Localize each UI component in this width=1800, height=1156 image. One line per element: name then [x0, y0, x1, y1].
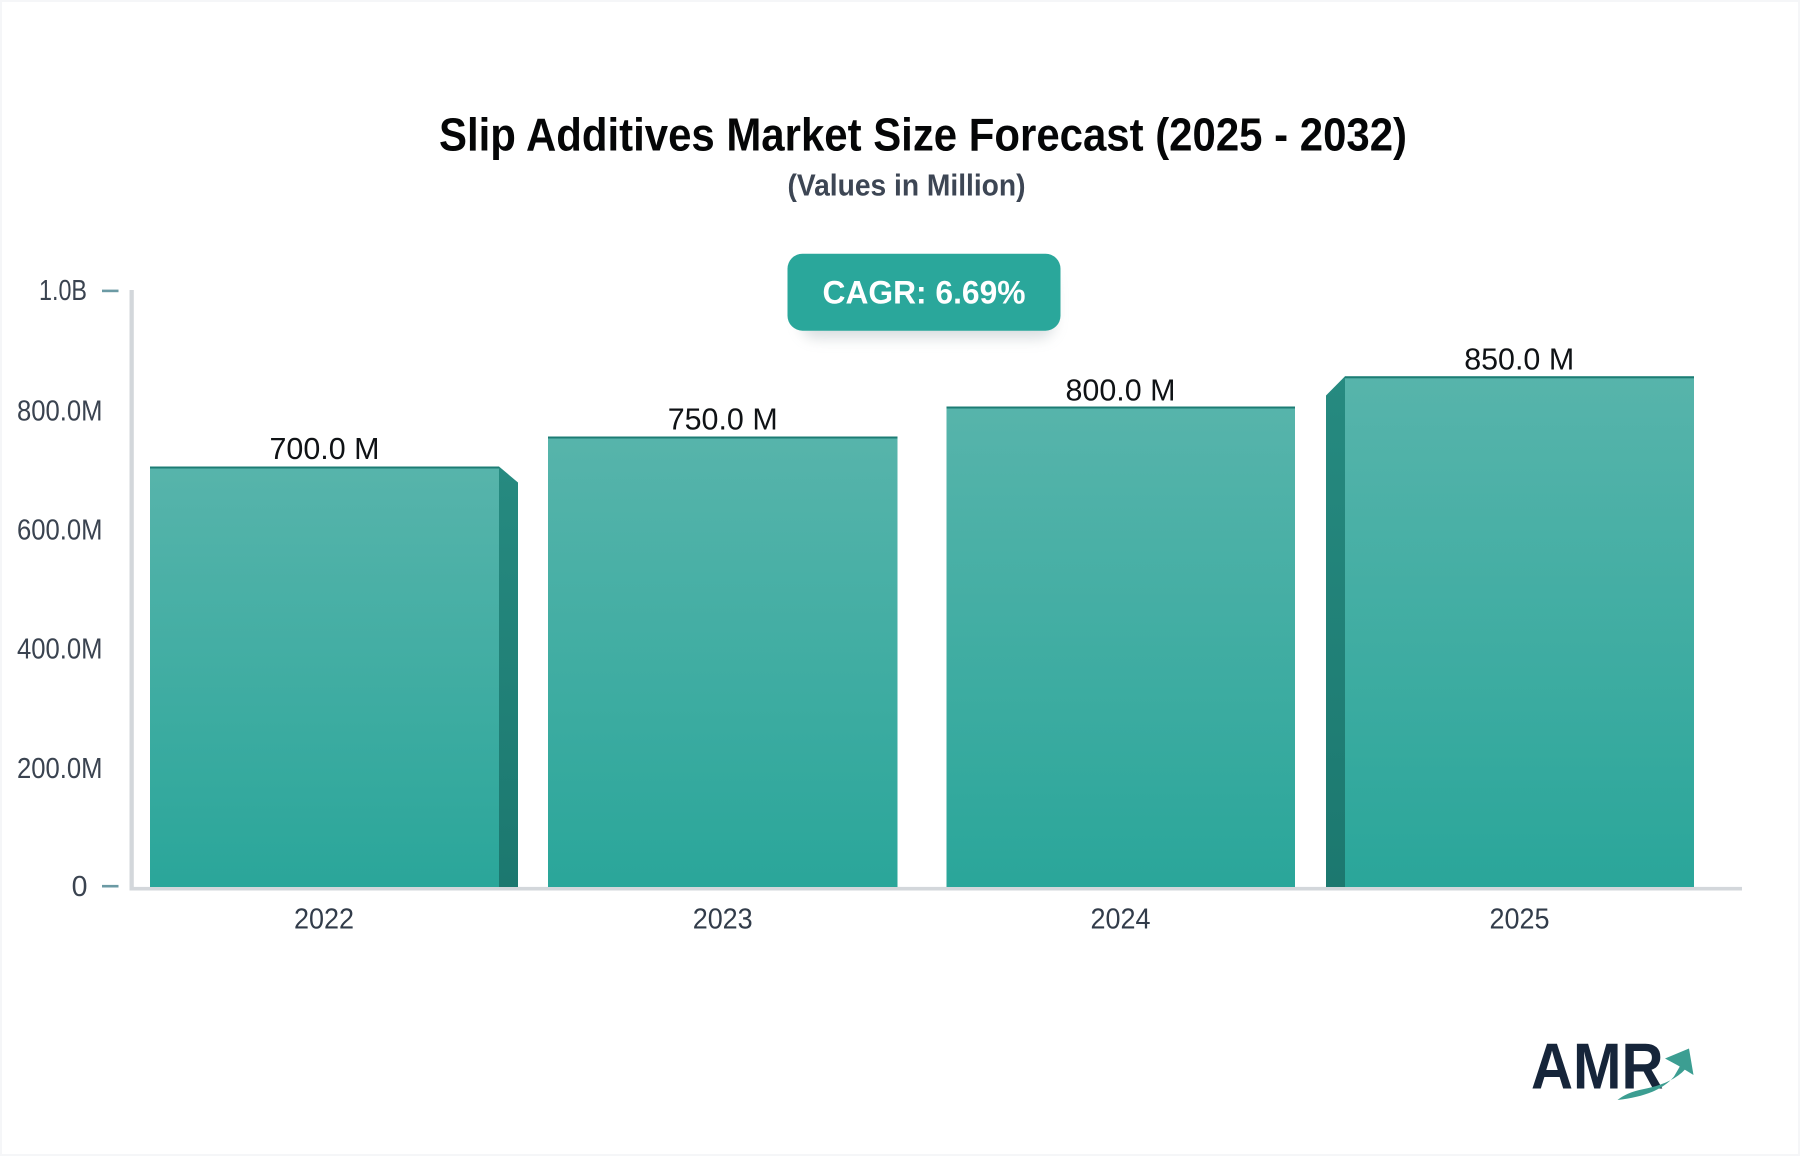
- svg-text:600.0M: 600.0M: [17, 515, 103, 547]
- svg-text:Slip Additives Market Size For: Slip Additives Market Size Forecast (202…: [439, 109, 1407, 161]
- svg-text:2025: 2025: [1490, 904, 1550, 936]
- svg-text:800.0 M: 800.0 M: [1066, 373, 1176, 408]
- svg-text:800.0M: 800.0M: [17, 395, 103, 427]
- svg-text:2022: 2022: [294, 904, 354, 936]
- svg-text:2024: 2024: [1091, 904, 1151, 936]
- svg-text:750.0 M: 750.0 M: [668, 401, 778, 436]
- svg-text:700.0 M: 700.0 M: [270, 431, 380, 466]
- svg-text:850.0 M: 850.0 M: [1464, 341, 1574, 376]
- svg-text:CAGR: 6.69%: CAGR: 6.69%: [823, 274, 1026, 310]
- svg-text:1.0B: 1.0B: [39, 275, 87, 307]
- svg-text:200.0M: 200.0M: [17, 753, 103, 785]
- svg-text:400.0M: 400.0M: [17, 634, 103, 666]
- svg-text:2023: 2023: [693, 904, 753, 936]
- svg-text:(Values in Million): (Values in Million): [788, 168, 1026, 203]
- svg-text:0: 0: [72, 871, 88, 903]
